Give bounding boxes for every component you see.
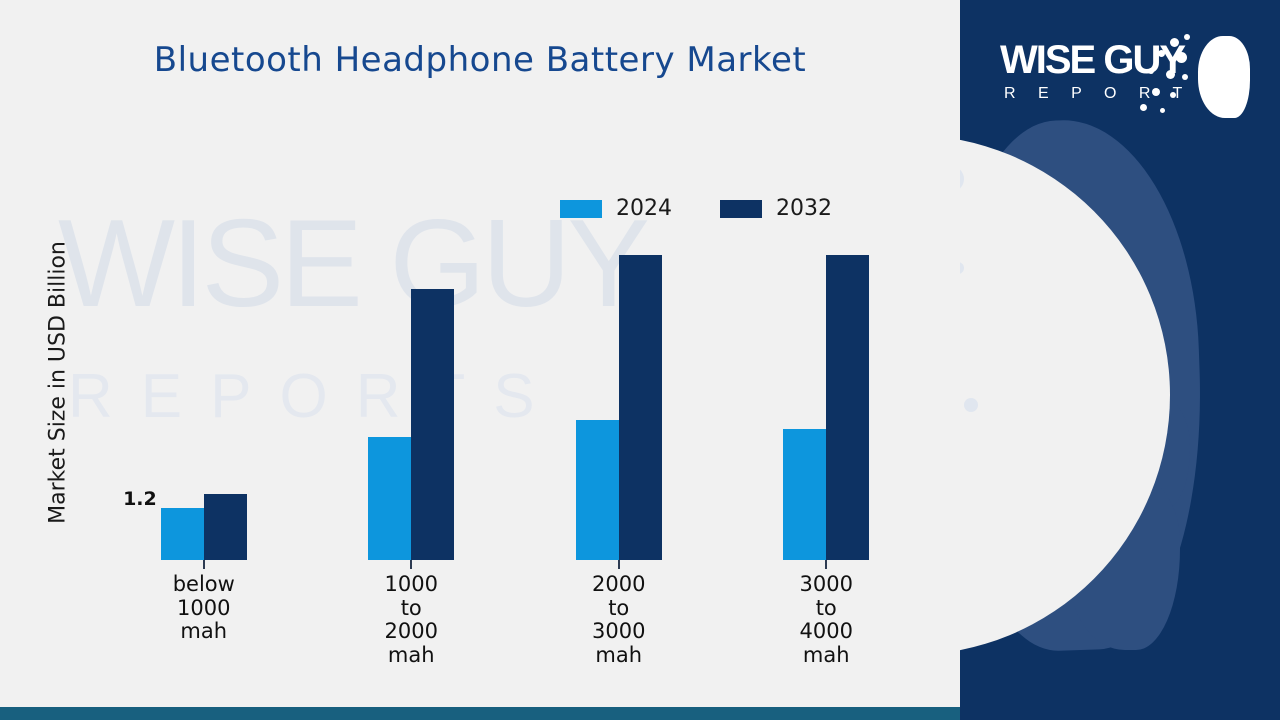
bar-2024[interactable] — [368, 437, 412, 560]
legend-item-2024[interactable]: 2024 — [560, 196, 672, 221]
bar-2032[interactable] — [826, 254, 870, 560]
logo-dot — [1184, 34, 1190, 40]
logo-primary-text: WISE GUY — [1000, 38, 1186, 82]
logo-dot — [1182, 74, 1188, 80]
bar-group: 1.2 below 1000 mah — [100, 160, 308, 643]
x-axis-category-label: 2000 to 3000 mah — [592, 572, 646, 667]
bar-2024[interactable]: 1.2 — [123, 488, 204, 560]
bar-group: 2000 to 3000 mah — [515, 160, 723, 666]
bar-value-label: 1.2 — [123, 488, 157, 511]
molecule-dot — [960, 166, 964, 192]
logo-head-icon — [1140, 34, 1250, 120]
bar-2024[interactable] — [783, 428, 827, 560]
logo-head-nose — [1226, 74, 1248, 104]
x-axis-tick — [617, 560, 620, 569]
x-axis-category-label: 1000 to 2000 mah — [384, 572, 438, 667]
logo-dot — [1140, 104, 1147, 111]
logo-dot — [1152, 88, 1160, 96]
legend-label: 2032 — [776, 196, 832, 221]
logo-dot — [1148, 68, 1154, 74]
x-axis-tick — [202, 560, 205, 569]
legend-item-2032[interactable]: 2032 — [720, 196, 832, 221]
logo-secondary-text: R E P O R T S — [1004, 85, 1225, 102]
x-axis-tick — [825, 560, 828, 569]
brand-side-panel: WISE GUY R E P O R T S — [960, 0, 1280, 720]
bar-group: 3000 to 4000 mah — [723, 160, 931, 666]
wiseguy-reports-logo: WISE GUY R E P O R T S — [986, 30, 1258, 120]
plot-area: 1.2 below 1000 mah 1000 to 2000 mah 2000 to… — [100, 160, 931, 666]
bar-2032[interactable] — [411, 289, 455, 560]
chart-title: Bluetooth Headphone Battery Market — [153, 40, 807, 80]
logo-dot — [1158, 50, 1165, 57]
bar-group: 1000 to 2000 mah — [308, 160, 516, 666]
molecule-dot — [960, 262, 964, 274]
bar-groups: 1.2 below 1000 mah 1000 to 2000 mah 2000 to… — [100, 160, 931, 666]
molecule-dot — [964, 398, 978, 412]
x-axis-tick — [410, 560, 413, 569]
legend-label: 2024 — [616, 196, 672, 221]
legend-swatch-icon — [720, 199, 762, 218]
bar-2032[interactable] — [203, 494, 247, 560]
logo-dot — [1170, 92, 1176, 98]
chart-legend: 2024 2032 — [560, 196, 832, 221]
y-axis-label: Market Size in USD Billion — [45, 241, 71, 524]
bottom-accent-strip — [0, 707, 960, 720]
logo-dot — [1166, 70, 1175, 79]
bar-2024[interactable] — [575, 420, 619, 560]
logo-dot — [1160, 108, 1165, 113]
bar-2032[interactable] — [618, 254, 662, 560]
legend-swatch-icon — [560, 199, 602, 218]
x-axis-category-label: below 1000 mah — [172, 572, 235, 644]
x-axis-category-label: 3000 to 4000 mah — [799, 572, 853, 667]
logo-dot — [1176, 52, 1187, 63]
logo-dot — [1170, 38, 1179, 47]
